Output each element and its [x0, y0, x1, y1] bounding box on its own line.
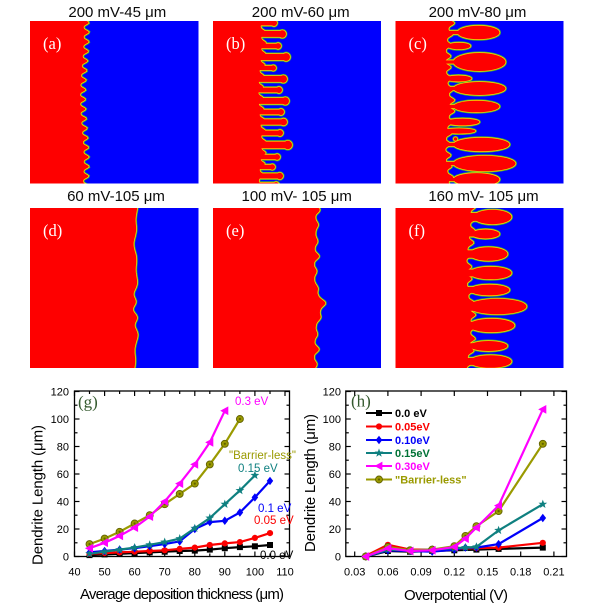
svg-text:70: 70: [159, 567, 171, 579]
svg-text:200 mV-80 μm: 200 mV-80 μm: [429, 4, 527, 21]
svg-text:(e): (e): [226, 221, 244, 240]
svg-text:0.05eV: 0.05eV: [395, 422, 431, 434]
svg-text:200 mV-60 μm: 200 mV-60 μm: [252, 4, 350, 21]
svg-text:Overpotential (V): Overpotential (V): [404, 587, 508, 604]
svg-text:0.15eV: 0.15eV: [395, 448, 431, 460]
svg-text:0.05 eV: 0.05 eV: [254, 515, 294, 527]
svg-text:(a): (a): [43, 34, 61, 53]
svg-text:80: 80: [329, 442, 341, 454]
svg-text:0.3 eV: 0.3 eV: [235, 396, 269, 408]
svg-text:100 mV- 105 μm: 100 mV- 105 μm: [242, 188, 352, 205]
svg-text:0.06: 0.06: [377, 567, 398, 579]
svg-text:60: 60: [329, 469, 341, 481]
svg-text:110: 110: [276, 567, 294, 579]
svg-text:80: 80: [189, 567, 201, 579]
svg-text:60: 60: [128, 567, 140, 579]
svg-text:0.10eV: 0.10eV: [395, 435, 431, 447]
svg-text:50: 50: [98, 567, 110, 579]
svg-text:0.12: 0.12: [444, 567, 465, 579]
svg-text:(b): (b): [226, 34, 245, 53]
svg-text:"Barrier-less": "Barrier-less": [395, 475, 467, 487]
svg-text:40: 40: [57, 497, 69, 509]
svg-text:90: 90: [219, 567, 231, 579]
svg-text:20: 20: [329, 524, 341, 536]
svg-text:120: 120: [51, 387, 69, 399]
svg-text:0: 0: [335, 552, 341, 564]
svg-text:60 mV-105 μm: 60 mV-105 μm: [67, 188, 165, 205]
svg-text:100: 100: [323, 414, 341, 426]
svg-text:100: 100: [246, 567, 264, 579]
svg-text:80: 80: [57, 442, 69, 454]
svg-text:200 mV-45 μm: 200 mV-45 μm: [68, 4, 166, 21]
svg-text:"Barrier-less": "Barrier-less": [229, 450, 296, 462]
svg-text:0.1 eV: 0.1 eV: [258, 503, 292, 515]
svg-text:100: 100: [51, 414, 69, 426]
svg-text:Dendrite Length (μm): Dendrite Length (μm): [302, 414, 319, 552]
svg-text:(d): (d): [43, 221, 62, 240]
svg-text:20: 20: [57, 524, 69, 536]
svg-text:0.09: 0.09: [410, 567, 431, 579]
svg-text:0.30eV: 0.30eV: [395, 461, 431, 473]
svg-text:40: 40: [68, 567, 80, 579]
svg-text:(h): (h): [351, 392, 371, 411]
svg-text:0.18: 0.18: [510, 567, 531, 579]
svg-text:0: 0: [63, 552, 69, 564]
svg-text:0.03: 0.03: [344, 567, 365, 579]
svg-text:(g): (g): [78, 393, 98, 412]
svg-text:(f): (f): [409, 221, 425, 240]
svg-text:0.21: 0.21: [543, 567, 564, 579]
svg-text:Average deposition thickness (: Average deposition thickness (μm): [80, 586, 284, 603]
svg-text:(c): (c): [409, 34, 427, 53]
svg-text:0.15: 0.15: [477, 567, 498, 579]
svg-text:Dendrite Length (μm): Dendrite Length (μm): [30, 425, 47, 565]
svg-text:0.0 eV: 0.0 eV: [260, 550, 294, 562]
svg-text:120: 120: [323, 387, 341, 399]
svg-text:0.0 eV: 0.0 eV: [395, 408, 427, 420]
svg-text:40: 40: [329, 497, 341, 509]
svg-text:160 mV- 105 μm: 160 mV- 105 μm: [428, 188, 538, 205]
svg-text:60: 60: [57, 469, 69, 481]
svg-text:0.15 eV: 0.15 eV: [238, 463, 278, 475]
